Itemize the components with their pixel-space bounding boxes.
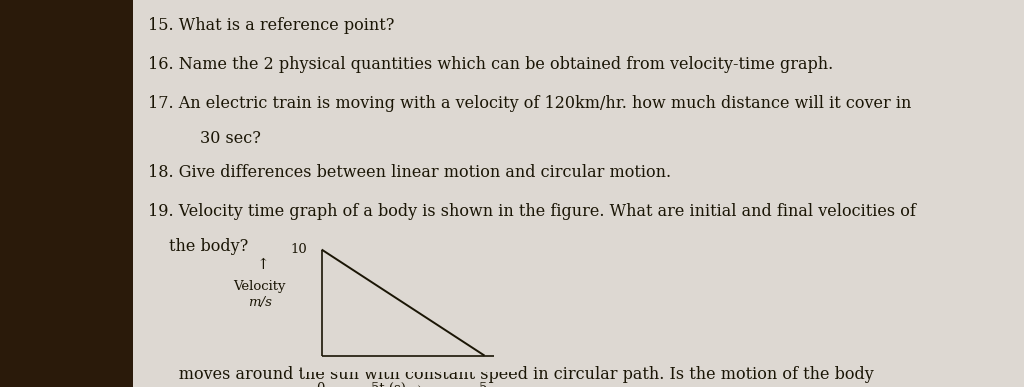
Text: 15. What is a reference point?: 15. What is a reference point? xyxy=(148,17,395,34)
Text: 18. Give differences between linear motion and circular motion.: 18. Give differences between linear moti… xyxy=(148,164,672,182)
Text: 10: 10 xyxy=(290,243,307,256)
FancyBboxPatch shape xyxy=(0,0,133,387)
Text: m/s: m/s xyxy=(248,296,271,309)
Text: 0: 0 xyxy=(315,382,325,387)
Text: moves around the sun with constant speed in circular path. Is the motion of the : moves around the sun with constant speed… xyxy=(148,366,874,383)
Text: the body?: the body? xyxy=(169,238,248,255)
Text: Velocity: Velocity xyxy=(233,280,286,293)
Text: ↑: ↑ xyxy=(257,259,269,272)
Text: 17. An electric train is moving with a velocity of 120km/hr. how much distance w: 17. An electric train is moving with a v… xyxy=(148,95,911,112)
Text: 19. Velocity time graph of a body is shown in the figure. What are initial and f: 19. Velocity time graph of a body is sho… xyxy=(148,203,916,220)
FancyBboxPatch shape xyxy=(133,0,1024,387)
Text: 5t (s) →: 5t (s) → xyxy=(372,382,422,387)
Text: 30 sec?: 30 sec? xyxy=(200,130,260,147)
Text: 5: 5 xyxy=(479,382,487,387)
Text: 16. Name the 2 physical quantities which can be obtained from velocity-time grap: 16. Name the 2 physical quantities which… xyxy=(148,56,834,73)
